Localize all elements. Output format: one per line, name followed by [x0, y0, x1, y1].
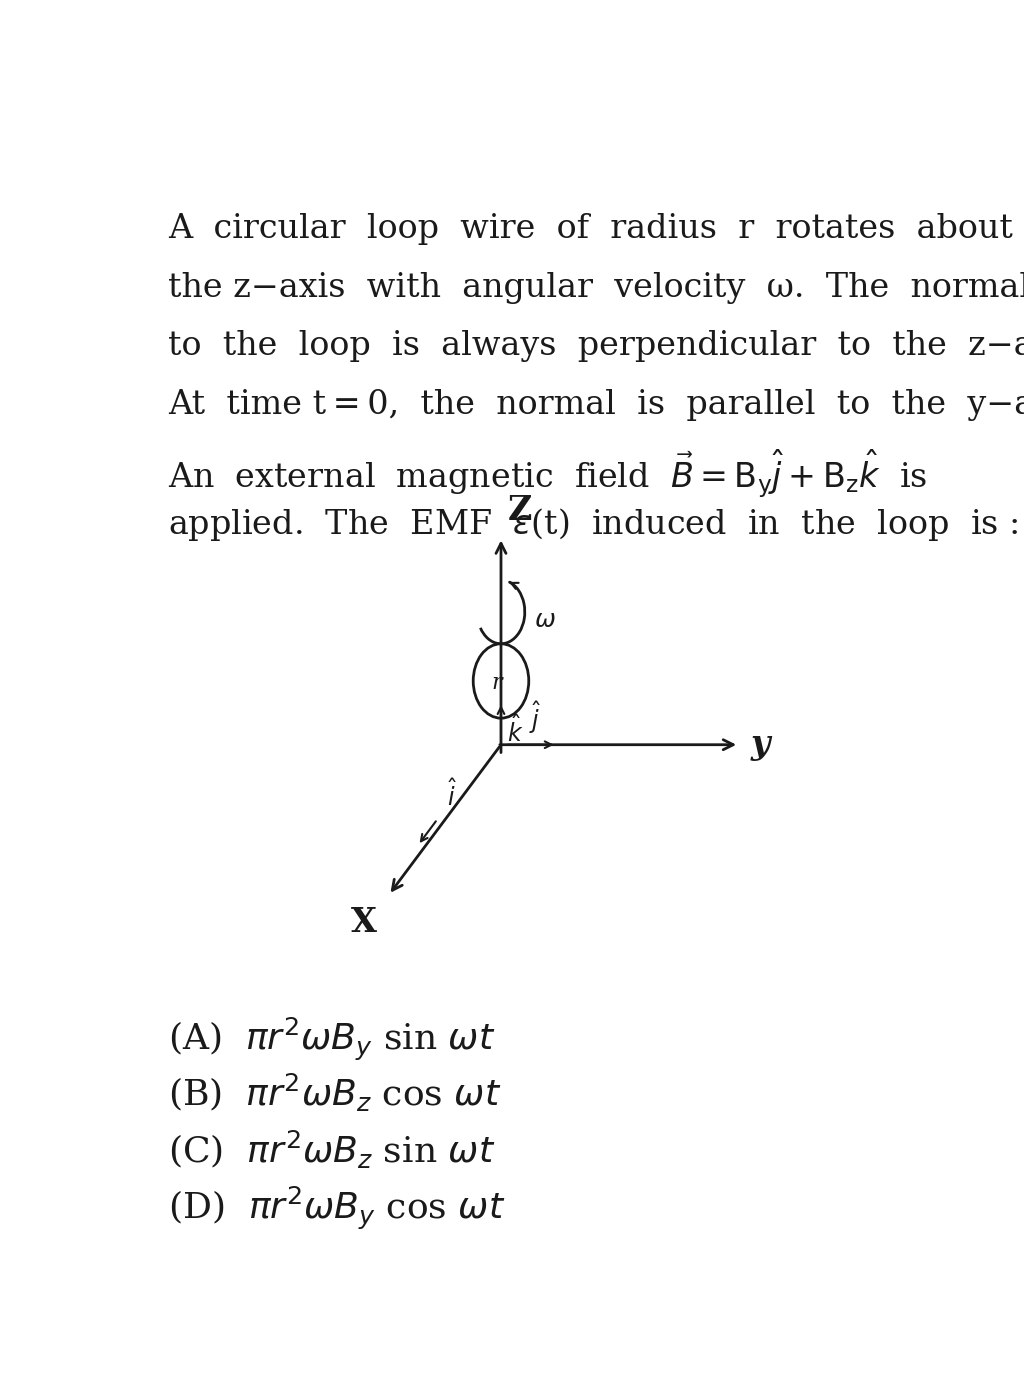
Text: $\hat{j}$: $\hat{j}$ — [528, 700, 542, 737]
Text: (A)  $\pi r^2\omega B_y$ sin $\omega t$: (A) $\pi r^2\omega B_y$ sin $\omega t$ — [168, 1016, 495, 1063]
Text: $\hat{k}$: $\hat{k}$ — [507, 716, 524, 747]
Text: $\omega$: $\omega$ — [535, 609, 556, 632]
Text: the z−axis  with  angular  velocity  ω.  The  normal: the z−axis with angular velocity ω. The … — [168, 272, 1024, 304]
Text: r: r — [492, 672, 503, 694]
Text: An  external  magnetic  field  $\vec{B}=\mathrm{B_y}\hat{j}+\mathrm{B_z}\hat{k}$: An external magnetic field $\vec{B}=\mat… — [168, 447, 927, 500]
Text: At  time t = 0,  the  normal  is  parallel  to  the  y−axis.: At time t = 0, the normal is parallel to… — [168, 389, 1024, 421]
Text: Z: Z — [507, 494, 531, 527]
Text: to  the  loop  is  always  perpendicular  to  the  z−axis.: to the loop is always perpendicular to t… — [168, 330, 1024, 363]
Text: X: X — [351, 905, 377, 938]
Text: A  circular  loop  wire  of  radius  r  rotates  about: A circular loop wire of radius r rotates… — [168, 214, 1013, 246]
Text: (C)  $\pi r^2\omega B_z$ sin $\omega t$: (C) $\pi r^2\omega B_z$ sin $\omega t$ — [168, 1129, 495, 1170]
Text: (D)  $\pi r^2\omega B_y$ cos $\omega t$: (D) $\pi r^2\omega B_y$ cos $\omega t$ — [168, 1184, 505, 1232]
Text: y: y — [751, 729, 770, 762]
Text: applied.  The  EMF  $\varepsilon$(t)  induced  in  the  loop  is :: applied. The EMF $\varepsilon$(t) induce… — [168, 505, 1018, 542]
Text: $\hat{i}$: $\hat{i}$ — [447, 780, 457, 811]
Text: (B)  $\pi r^2\omega B_z$ cos $\omega t$: (B) $\pi r^2\omega B_z$ cos $\omega t$ — [168, 1072, 501, 1114]
